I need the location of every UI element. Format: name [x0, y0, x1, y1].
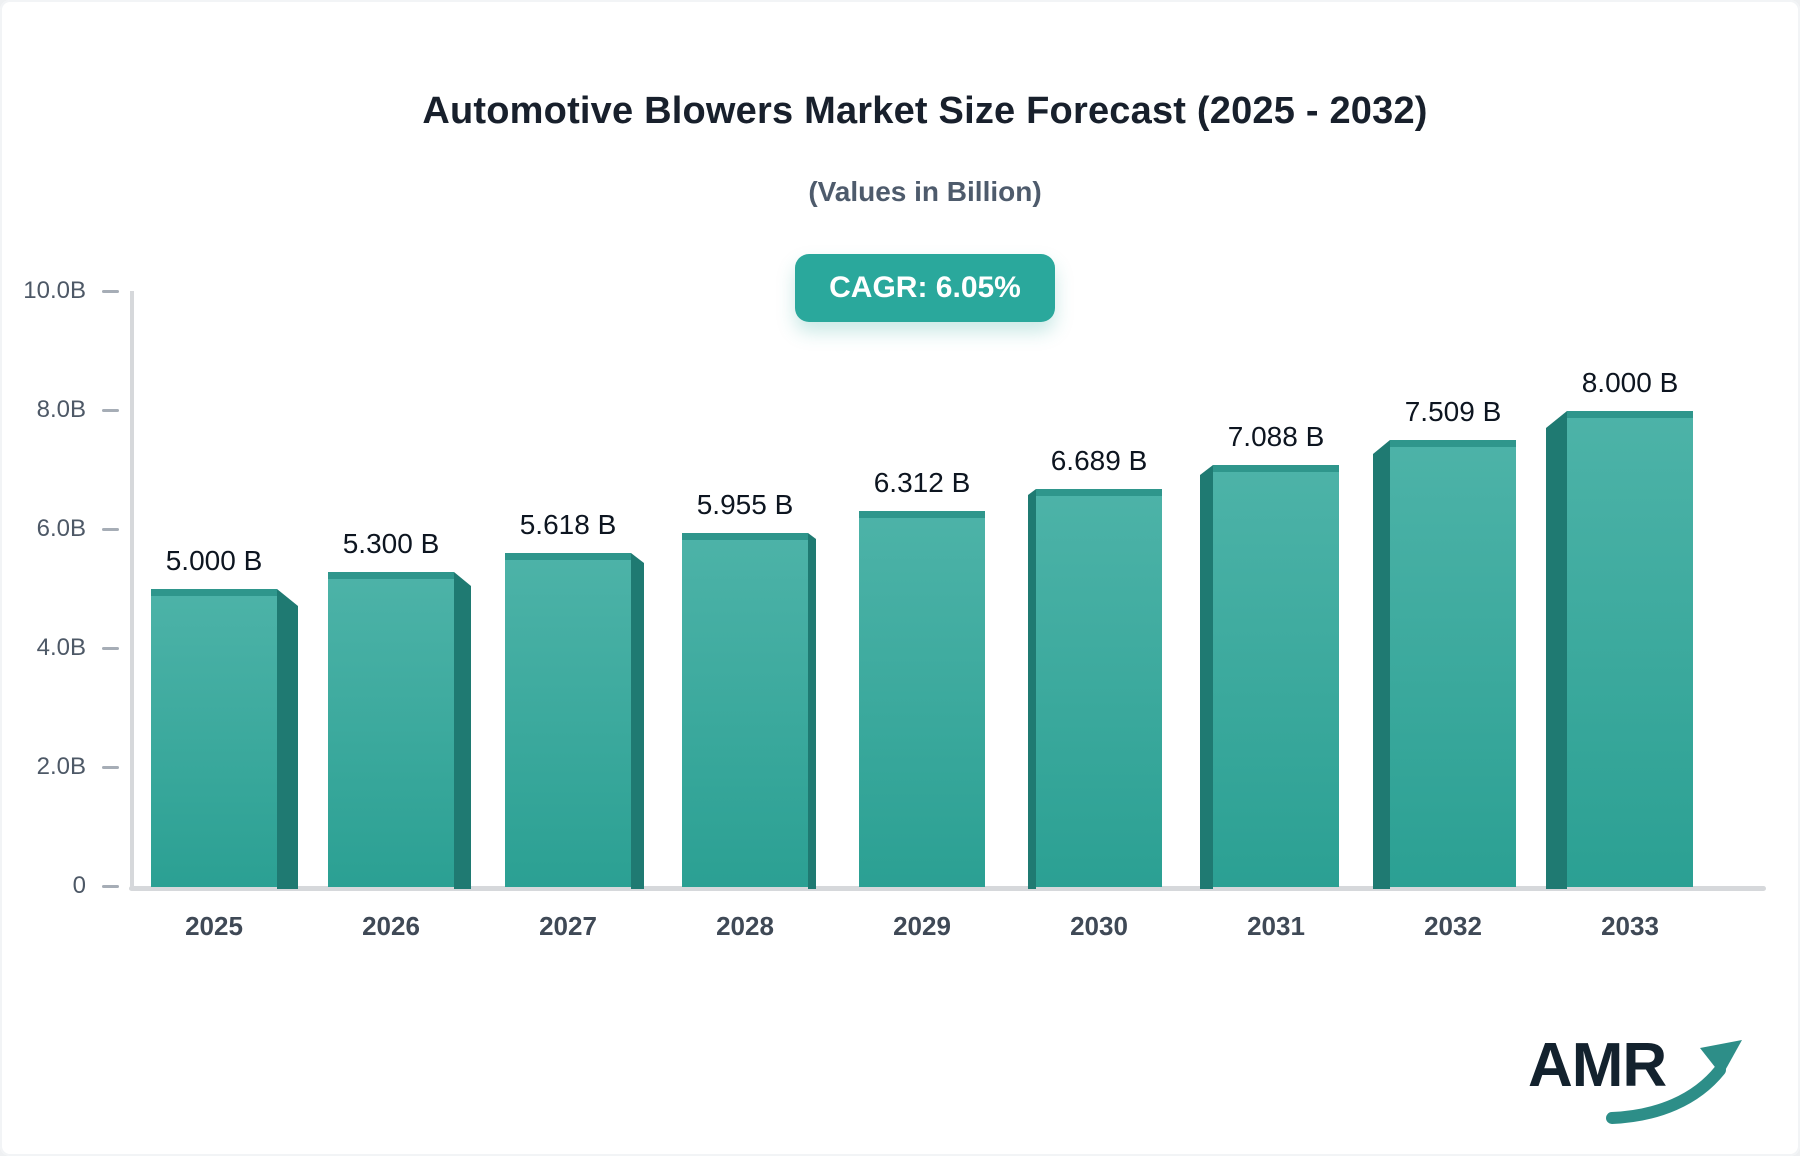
- bar-face[interactable]: [1567, 411, 1693, 887]
- bar-value-label: 6.689 B: [1050, 445, 1148, 476]
- x-tick-label: 2031: [1247, 911, 1305, 941]
- bar-face[interactable]: [151, 589, 277, 887]
- x-axis-line: [129, 886, 1766, 891]
- cagr-badge: CAGR: 6.05%: [795, 254, 1055, 322]
- bar-value-label: 5.618 B: [519, 509, 617, 540]
- bar-side-face: [631, 553, 644, 889]
- bar-top-face: [1567, 411, 1693, 418]
- amr-logo-text: AMR: [1528, 1031, 1667, 1100]
- bar-top-face: [859, 511, 985, 518]
- chart-title: Automotive Blowers Market Size Forecast …: [422, 90, 1428, 132]
- bar-side-face: [808, 533, 816, 889]
- bar-value-label: 5.300 B: [342, 528, 440, 559]
- cagr-badge-row: CAGR: 6.05%: [50, 254, 1800, 322]
- bar-top-face: [1036, 489, 1162, 496]
- bar-side-face: [1028, 489, 1036, 889]
- x-tick-label: 2033: [1601, 911, 1659, 941]
- bar-side-face: [1373, 440, 1390, 889]
- x-tick-label: 2029: [893, 911, 951, 941]
- bar-value-label: 6.312 B: [873, 467, 971, 498]
- y-tick-dash: [102, 766, 119, 769]
- bar-face[interactable]: [1390, 440, 1516, 887]
- y-tick-label: 4.0B: [36, 634, 86, 661]
- y-tick-dash: [102, 885, 119, 888]
- bar-top-face: [505, 553, 631, 560]
- bar-side-face: [277, 589, 298, 889]
- y-tick-label: 8.0B: [36, 396, 86, 423]
- y-tick-dash: [102, 647, 119, 650]
- chart-subtitle: (Values in Billion): [808, 176, 1042, 207]
- amr-logo: AMR: [1528, 1030, 1748, 1124]
- bar-side-face: [1546, 411, 1567, 889]
- bar-side-face: [1200, 465, 1213, 889]
- bar-side-face: [454, 572, 471, 889]
- x-tick-label: 2030: [1070, 911, 1128, 941]
- x-tick-label: 2032: [1424, 911, 1482, 941]
- bar-value-label: 8.000 B: [1581, 367, 1679, 398]
- bar-top-face: [682, 533, 808, 540]
- bar-face[interactable]: [1036, 489, 1162, 887]
- x-tick-label: 2028: [716, 911, 774, 941]
- bar-face[interactable]: [859, 511, 985, 887]
- bar-value-label: 7.088 B: [1227, 421, 1325, 452]
- y-tick-dash: [102, 409, 119, 412]
- bar-top-face: [328, 572, 454, 579]
- x-tick-label: 2027: [539, 911, 597, 941]
- x-tick-label: 2026: [362, 911, 420, 941]
- bar-value-label: 5.000 B: [165, 545, 263, 576]
- trend-arrow-icon: [1606, 1040, 1742, 1124]
- y-tick-dash: [102, 290, 119, 293]
- bar-top-face: [151, 589, 277, 596]
- bar-face[interactable]: [682, 533, 808, 887]
- bar-value-label: 5.955 B: [696, 489, 794, 520]
- y-tick-dash: [102, 528, 119, 531]
- bar-face[interactable]: [1213, 465, 1339, 887]
- y-tick-label: 6.0B: [36, 515, 86, 542]
- y-tick-label: 10.0B: [23, 277, 86, 304]
- bar-face[interactable]: [505, 553, 631, 887]
- bar-top-face: [1213, 465, 1339, 472]
- y-tick-label: 0: [72, 872, 86, 899]
- bar-value-label: 7.509 B: [1404, 396, 1502, 427]
- x-tick-label: 2025: [185, 911, 243, 941]
- y-axis-line: [130, 291, 134, 889]
- bar-face[interactable]: [328, 572, 454, 887]
- bar-top-face: [1390, 440, 1516, 447]
- y-tick-label: 2.0B: [36, 753, 86, 780]
